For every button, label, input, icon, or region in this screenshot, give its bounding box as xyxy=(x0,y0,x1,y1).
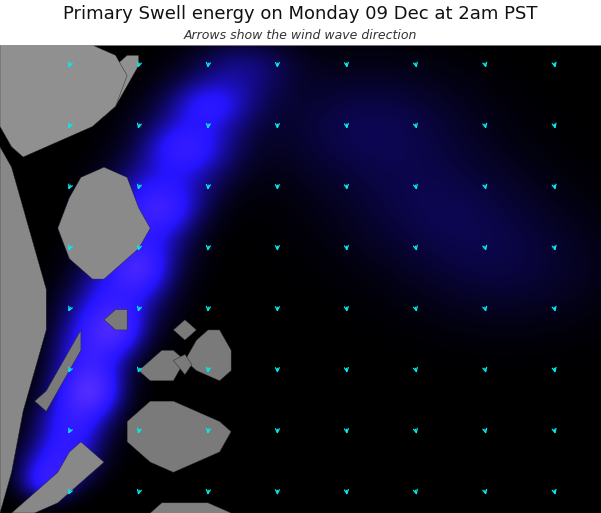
Text: Primary Swell energy on Monday 09 Dec at 2am PST: Primary Swell energy on Monday 09 Dec at… xyxy=(63,6,538,24)
Polygon shape xyxy=(0,45,127,157)
Polygon shape xyxy=(0,147,46,513)
Polygon shape xyxy=(185,330,231,381)
Polygon shape xyxy=(150,503,243,513)
Polygon shape xyxy=(93,55,139,116)
Text: Arrows show the wind wave direction: Arrows show the wind wave direction xyxy=(184,29,417,42)
Polygon shape xyxy=(127,401,231,472)
Polygon shape xyxy=(139,350,185,381)
Polygon shape xyxy=(35,330,81,411)
Polygon shape xyxy=(11,442,104,513)
Polygon shape xyxy=(173,320,197,340)
Polygon shape xyxy=(173,354,192,374)
Polygon shape xyxy=(104,309,127,330)
Polygon shape xyxy=(58,167,150,279)
